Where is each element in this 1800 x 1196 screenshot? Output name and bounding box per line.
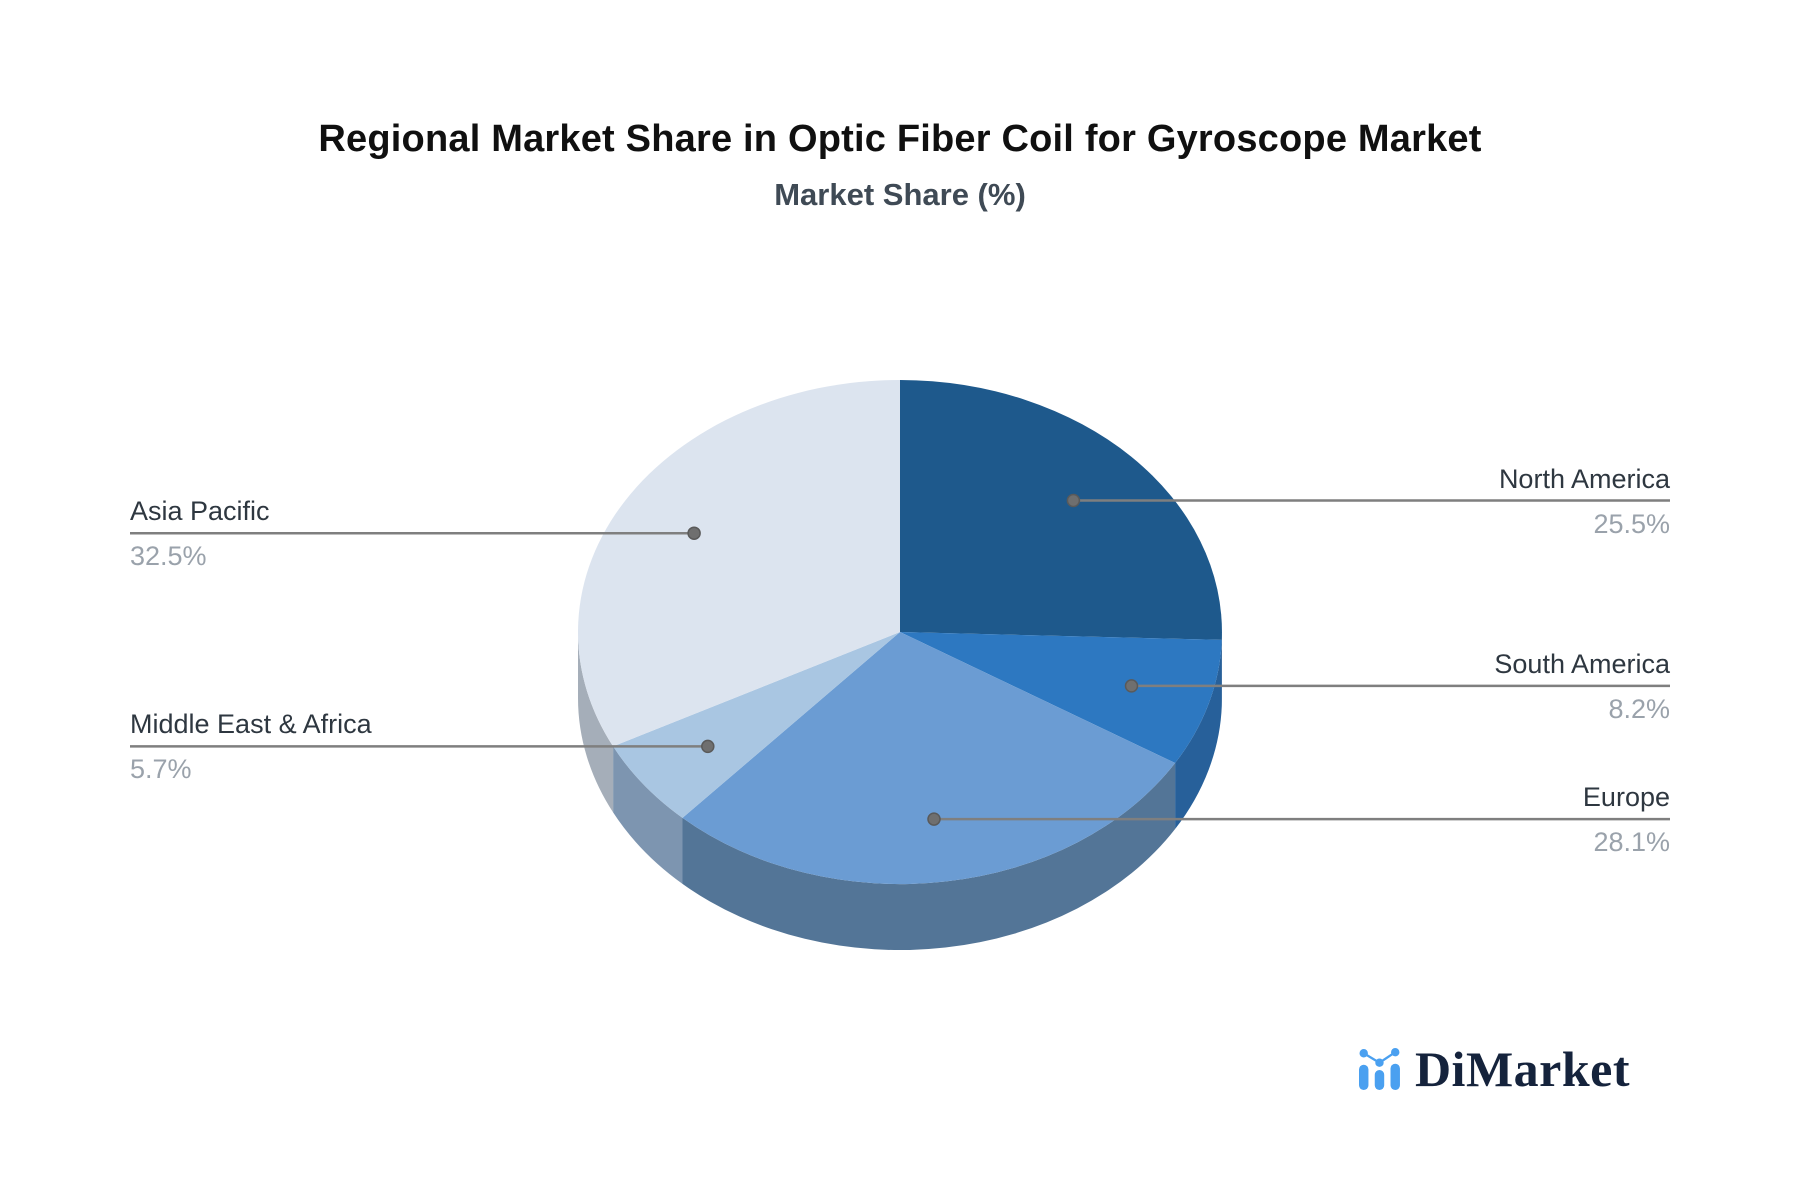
pie-slice-south-america — [900, 632, 1222, 763]
leader-dot-europe — [927, 812, 941, 826]
leader-dot-asia-pacific — [687, 526, 701, 540]
logo-bar-2 — [1374, 1070, 1385, 1090]
leader-dot-north-america — [1066, 493, 1081, 508]
chart-header: Regional Market Share in Optic Fiber Coi… — [0, 0, 1800, 213]
pie-slice-north-america — [900, 380, 1222, 640]
pie-slice-middle-east-africa — [613, 632, 900, 818]
logo-dot-1 — [1359, 1049, 1368, 1058]
logo-bar-3 — [1390, 1063, 1400, 1090]
logo-text: DiMarket — [1414, 1041, 1630, 1097]
logo-dot-3 — [1390, 1048, 1400, 1057]
chart-title: Regional Market Share in Optic Fiber Coi… — [318, 118, 1482, 160]
leader-dot-middle-east-africa — [701, 739, 715, 754]
dimarket-logo: DiMarket — [1358, 1040, 1630, 1098]
bar-chart-logo-icon — [1358, 1048, 1400, 1090]
pie-slice-side-europe — [682, 763, 1176, 951]
chart-subtitle: Market Share (%) — [774, 177, 1026, 212]
pie-slice-side-south-america — [1175, 639, 1222, 829]
logo-dot-2 — [1375, 1058, 1384, 1067]
pie-slice-side-middle-east-africa — [613, 746, 683, 884]
pie-slice-asia-pacific — [578, 380, 900, 747]
leader-dot-south-america — [1124, 679, 1139, 693]
pie-slice-europe — [682, 632, 1176, 885]
logo-bar-1 — [1358, 1064, 1369, 1090]
pie-slice-side-asia-pacific — [578, 632, 614, 813]
